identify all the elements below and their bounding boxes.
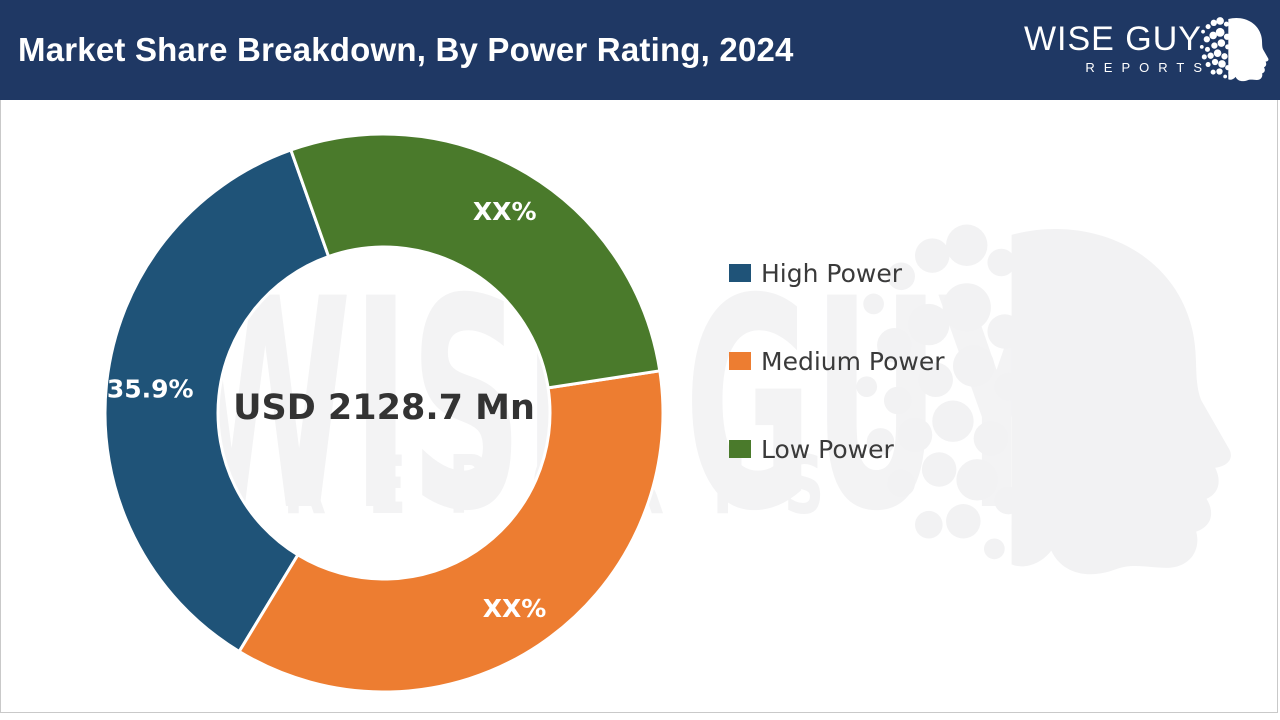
donut-segments	[103, 132, 665, 694]
chart-area: WISE GUY REPORTS 35.9%XX%XX% USD 2128.7 …	[0, 100, 1278, 713]
donut-segment-medium-power	[237, 369, 665, 694]
face-dot	[887, 469, 915, 498]
face-dot	[1011, 517, 1033, 539]
face-dot	[932, 400, 974, 442]
face-dot	[994, 486, 1022, 515]
watermark-face-icon	[856, 224, 1231, 575]
legend-item-low-power: Low Power	[729, 437, 945, 462]
face-dot	[946, 504, 981, 539]
slice-label-high-power: 35.9%	[107, 374, 194, 403]
face-dot	[1228, 70, 1233, 75]
face-dot	[883, 386, 912, 415]
face-dot	[1025, 355, 1047, 377]
donut-segment-high-power	[103, 148, 331, 653]
face-dot	[877, 328, 912, 363]
legend-item-high-power: High Power	[729, 261, 945, 286]
page-title: Market Share Breakdown, By Power Rating,…	[18, 31, 794, 68]
face-dot	[946, 224, 988, 266]
face-dot	[1205, 24, 1211, 30]
wise-guy-reports-logo: WISE GUY REPORTS	[1020, 4, 1270, 96]
face-dot	[918, 362, 953, 398]
slice-label-low-power: XX%	[473, 197, 537, 226]
face-dot	[1229, 26, 1234, 30]
face-dot	[1215, 27, 1225, 37]
face-dot	[1201, 29, 1205, 34]
face-dot	[1223, 74, 1228, 79]
face-dot	[1205, 62, 1211, 68]
legend-label-high-power: High Power	[761, 258, 902, 288]
face-dot	[984, 538, 1005, 560]
donut-chart: WISE GUY REPORTS 35.9%XX%XX% USD 2128.7 …	[103, 132, 1231, 694]
face-dot	[1225, 44, 1231, 50]
face-dot	[1218, 60, 1226, 68]
header-bar: Market Share Breakdown, By Power Rating,…	[0, 0, 1280, 100]
face-dot	[856, 376, 878, 398]
face-dot	[1217, 39, 1226, 47]
legend-swatch-low-power	[729, 440, 751, 458]
face-dot	[921, 452, 957, 487]
face-dot	[956, 459, 998, 501]
face-dot	[1018, 272, 1040, 294]
face-dot	[908, 303, 950, 346]
face-dot	[1204, 46, 1210, 52]
face-dot	[1203, 36, 1210, 43]
face-dot	[1216, 68, 1223, 75]
face-dot	[1213, 49, 1222, 57]
face-dot	[887, 262, 915, 291]
logo-wordmark: WISE GUY	[1023, 20, 1202, 58]
face-dot	[987, 314, 1022, 349]
logo-text: WISE GUY REPORTS	[1023, 20, 1202, 74]
legend-swatch-medium-power	[729, 352, 751, 370]
face-dot	[987, 248, 1016, 277]
face-dot	[942, 283, 991, 332]
legend-swatch-high-power	[729, 264, 751, 282]
donut-segment-low-power	[289, 132, 662, 390]
face-dot	[1199, 44, 1204, 49]
face-dot	[1221, 53, 1228, 60]
face-dot	[1216, 17, 1224, 25]
face-dot	[915, 510, 943, 539]
slice-labels: 35.9% XX% XX%	[107, 197, 546, 623]
logo-face-icon	[1199, 17, 1269, 82]
face-dot	[1230, 41, 1235, 45]
face-dot	[897, 417, 933, 453]
face-dot	[1210, 69, 1216, 75]
face-dot	[1211, 42, 1218, 49]
face-dot	[1223, 21, 1229, 27]
face-dot	[1211, 58, 1219, 66]
face-dot	[1210, 19, 1217, 26]
legend-label-low-power: Low Power	[761, 434, 894, 464]
face-dot	[1209, 31, 1217, 40]
face-dot	[952, 345, 995, 387]
face-dot	[1225, 65, 1231, 71]
face-dot	[1207, 52, 1214, 59]
chart-legend: High Power Medium Power Low Power	[729, 261, 945, 528]
face-dot	[866, 428, 895, 456]
face-dot	[915, 238, 950, 273]
logo-subtitle: REPORTS	[1085, 59, 1211, 75]
face-dot	[994, 372, 1022, 401]
face-dot	[1223, 33, 1231, 40]
legend-item-medium-power: Medium Power	[729, 349, 945, 374]
face-dot	[973, 421, 1009, 456]
face-dot	[1018, 448, 1040, 470]
donut-center-value: USD 2128.7 Mn	[233, 388, 535, 428]
face-dot	[863, 293, 884, 315]
face-dot	[1229, 58, 1234, 62]
face-dot	[1201, 54, 1207, 60]
slice-label-medium-power: XX%	[483, 594, 547, 623]
legend-label-medium-power: Medium Power	[761, 346, 945, 376]
